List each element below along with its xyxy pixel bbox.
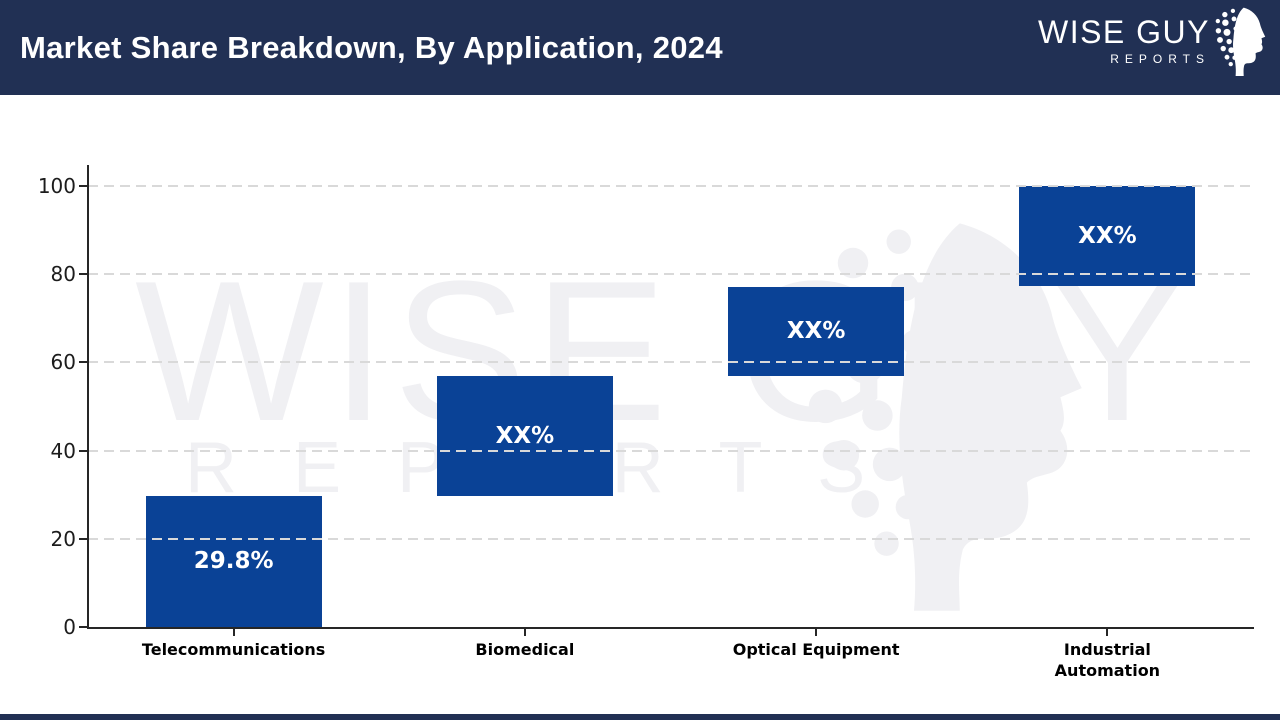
x-category-label-3: Industrial Automation (1054, 640, 1161, 680)
x-tick-mark-0 (232, 629, 235, 636)
y-tick-label-80: 80 (50, 262, 76, 287)
y-tick-mark-60 (79, 361, 87, 364)
x-tick-mark-3 (1106, 629, 1109, 636)
bar-0: 29.8% (145, 495, 322, 627)
y-tick-label-60: 60 (50, 350, 76, 375)
bar-value-label-1: XX% (495, 422, 555, 449)
gridline-40 (88, 449, 1253, 452)
bar-1: XX% (436, 375, 613, 496)
x-category-label-2: Optical Equipment (732, 640, 900, 659)
footer-bar (0, 714, 1280, 720)
y-tick-mark-40 (79, 449, 87, 452)
bar-value-label-0: 29.8% (193, 548, 274, 575)
y-axis-line (87, 165, 89, 629)
x-category-label-1: Biomedical (475, 640, 575, 659)
gridline-60 (88, 361, 1253, 364)
bar-3: XX% (1019, 186, 1196, 286)
x-axis-line (87, 627, 1254, 629)
x-tick-mark-1 (523, 629, 526, 636)
logo-line1: WISE GUY (1037, 14, 1210, 51)
y-tick-mark-80 (79, 273, 87, 276)
wiseguy-logo: WISE GUY REPORTS (1038, 6, 1268, 76)
logo-line2: REPORTS (1110, 51, 1210, 66)
header-bar: Market Share Breakdown, By Application, … (0, 0, 1280, 95)
y-tick-label-40: 40 (50, 438, 76, 463)
gridline-20 (88, 537, 1253, 540)
y-tick-mark-0 (79, 626, 87, 628)
x-category-label-0: Telecommunications (141, 640, 326, 659)
bar-value-label-3: XX% (1078, 222, 1137, 249)
head-profile-dots-icon (1215, 7, 1266, 76)
bar-value-label-2: XX% (786, 318, 846, 345)
y-tick-label-0: 0 (63, 615, 76, 639)
y-tick-label-100: 100 (37, 174, 76, 198)
gridline-100 (88, 185, 1253, 187)
y-tick-label-20: 20 (50, 526, 76, 551)
chart-title: Market Share Breakdown, By Application, … (20, 29, 723, 65)
x-tick-mark-2 (815, 629, 818, 636)
gridline-80 (88, 273, 1253, 276)
logo-wordmark: WISE GUY REPORTS (1038, 16, 1210, 66)
y-tick-mark-20 (79, 537, 87, 540)
y-tick-mark-100 (79, 185, 87, 187)
